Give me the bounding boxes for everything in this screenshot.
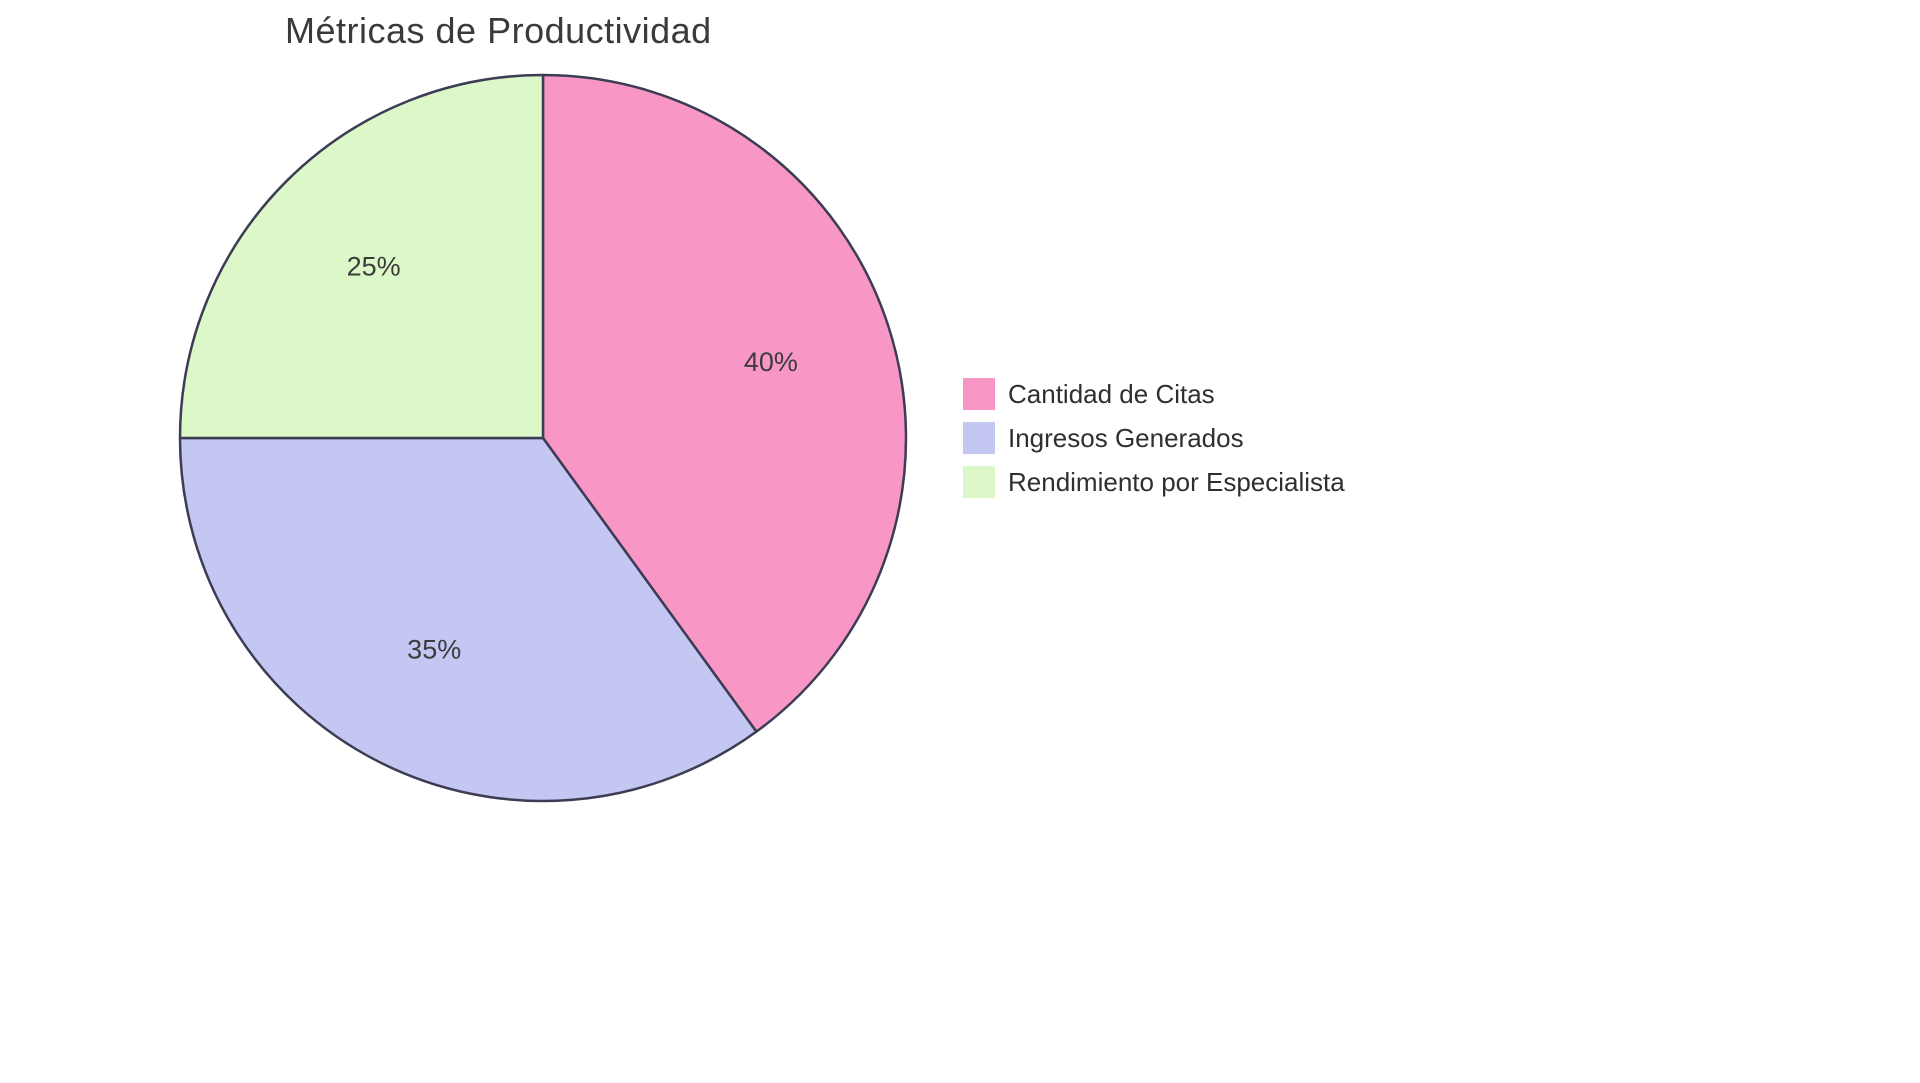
legend-item: Rendimiento por Especialista (963, 460, 1345, 504)
pie-slice-2 (178, 73, 545, 440)
legend-swatch-icon (963, 466, 995, 498)
pie-slice-label: 40% (744, 347, 798, 377)
legend-label: Cantidad de Citas (1008, 378, 1215, 409)
legend-label: Rendimiento por Especialista (1008, 466, 1345, 497)
legend-label: Ingresos Generados (1008, 422, 1244, 453)
pie-slice-label: 35% (407, 635, 461, 665)
legend-swatch-icon (963, 378, 995, 410)
chart-legend: Cantidad de Citas Ingresos Generados Ren… (963, 372, 1345, 504)
legend-item: Ingresos Generados (963, 416, 1345, 460)
pie-slice-1 (178, 436, 758, 803)
legend-item: Cantidad de Citas (963, 372, 1345, 416)
pie-slice-label: 25% (347, 252, 401, 282)
legend-swatch-icon (963, 422, 995, 454)
pie-slice-0 (541, 73, 908, 733)
chart-title: Métricas de Productividad (285, 10, 712, 51)
